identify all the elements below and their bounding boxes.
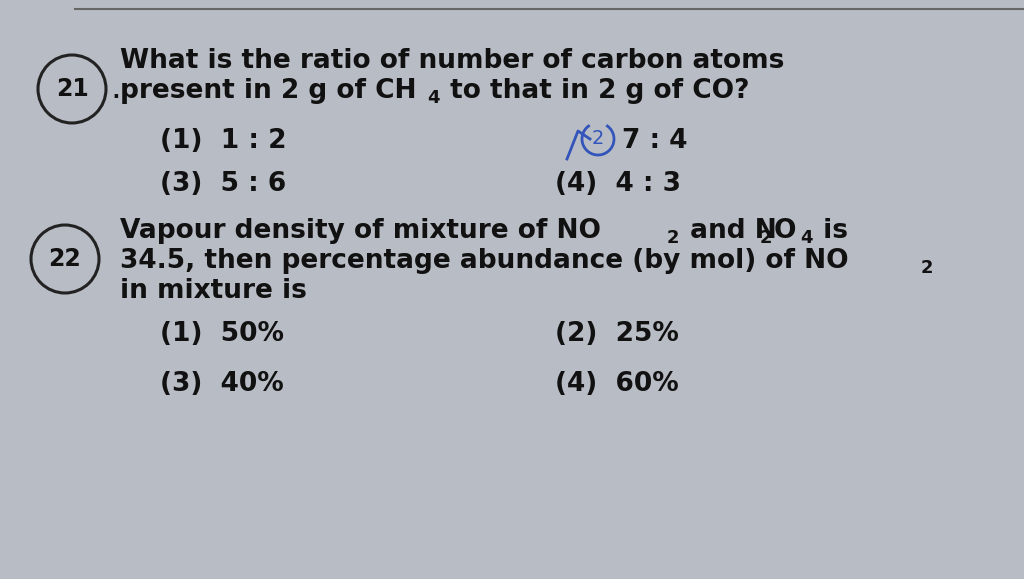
Text: (4)  4 : 3: (4) 4 : 3 <box>555 171 681 197</box>
Text: 22: 22 <box>48 247 81 271</box>
Text: 34.5, then percentage abundance (by mol) of NO: 34.5, then percentage abundance (by mol)… <box>120 248 849 274</box>
Text: (3)  40%: (3) 40% <box>160 371 284 397</box>
Text: 4: 4 <box>800 229 812 247</box>
Text: (4)  60%: (4) 60% <box>555 371 679 397</box>
Text: 2: 2 <box>592 130 604 148</box>
Text: 2: 2 <box>667 229 680 247</box>
Text: .: . <box>110 72 121 105</box>
Text: is: is <box>814 218 848 244</box>
Text: What is the ratio of number of carbon atoms: What is the ratio of number of carbon at… <box>120 48 784 74</box>
Text: Vapour density of mixture of NO: Vapour density of mixture of NO <box>120 218 601 244</box>
Text: 21: 21 <box>55 77 88 101</box>
Text: O: O <box>774 218 797 244</box>
Text: to that in 2 g of CO?: to that in 2 g of CO? <box>441 78 750 104</box>
Text: (1)  1 : 2: (1) 1 : 2 <box>160 128 287 154</box>
Text: and N: and N <box>681 218 777 244</box>
Text: 7 : 4: 7 : 4 <box>622 128 687 154</box>
Text: (1)  50%: (1) 50% <box>160 321 284 347</box>
Text: 2: 2 <box>921 259 934 277</box>
Text: present in 2 g of CH: present in 2 g of CH <box>120 78 417 104</box>
Text: 2: 2 <box>760 229 772 247</box>
Text: (2)  25%: (2) 25% <box>555 321 679 347</box>
Text: (3)  5 : 6: (3) 5 : 6 <box>160 171 287 197</box>
Text: in mixture is: in mixture is <box>120 278 307 304</box>
Text: 4: 4 <box>427 89 439 107</box>
